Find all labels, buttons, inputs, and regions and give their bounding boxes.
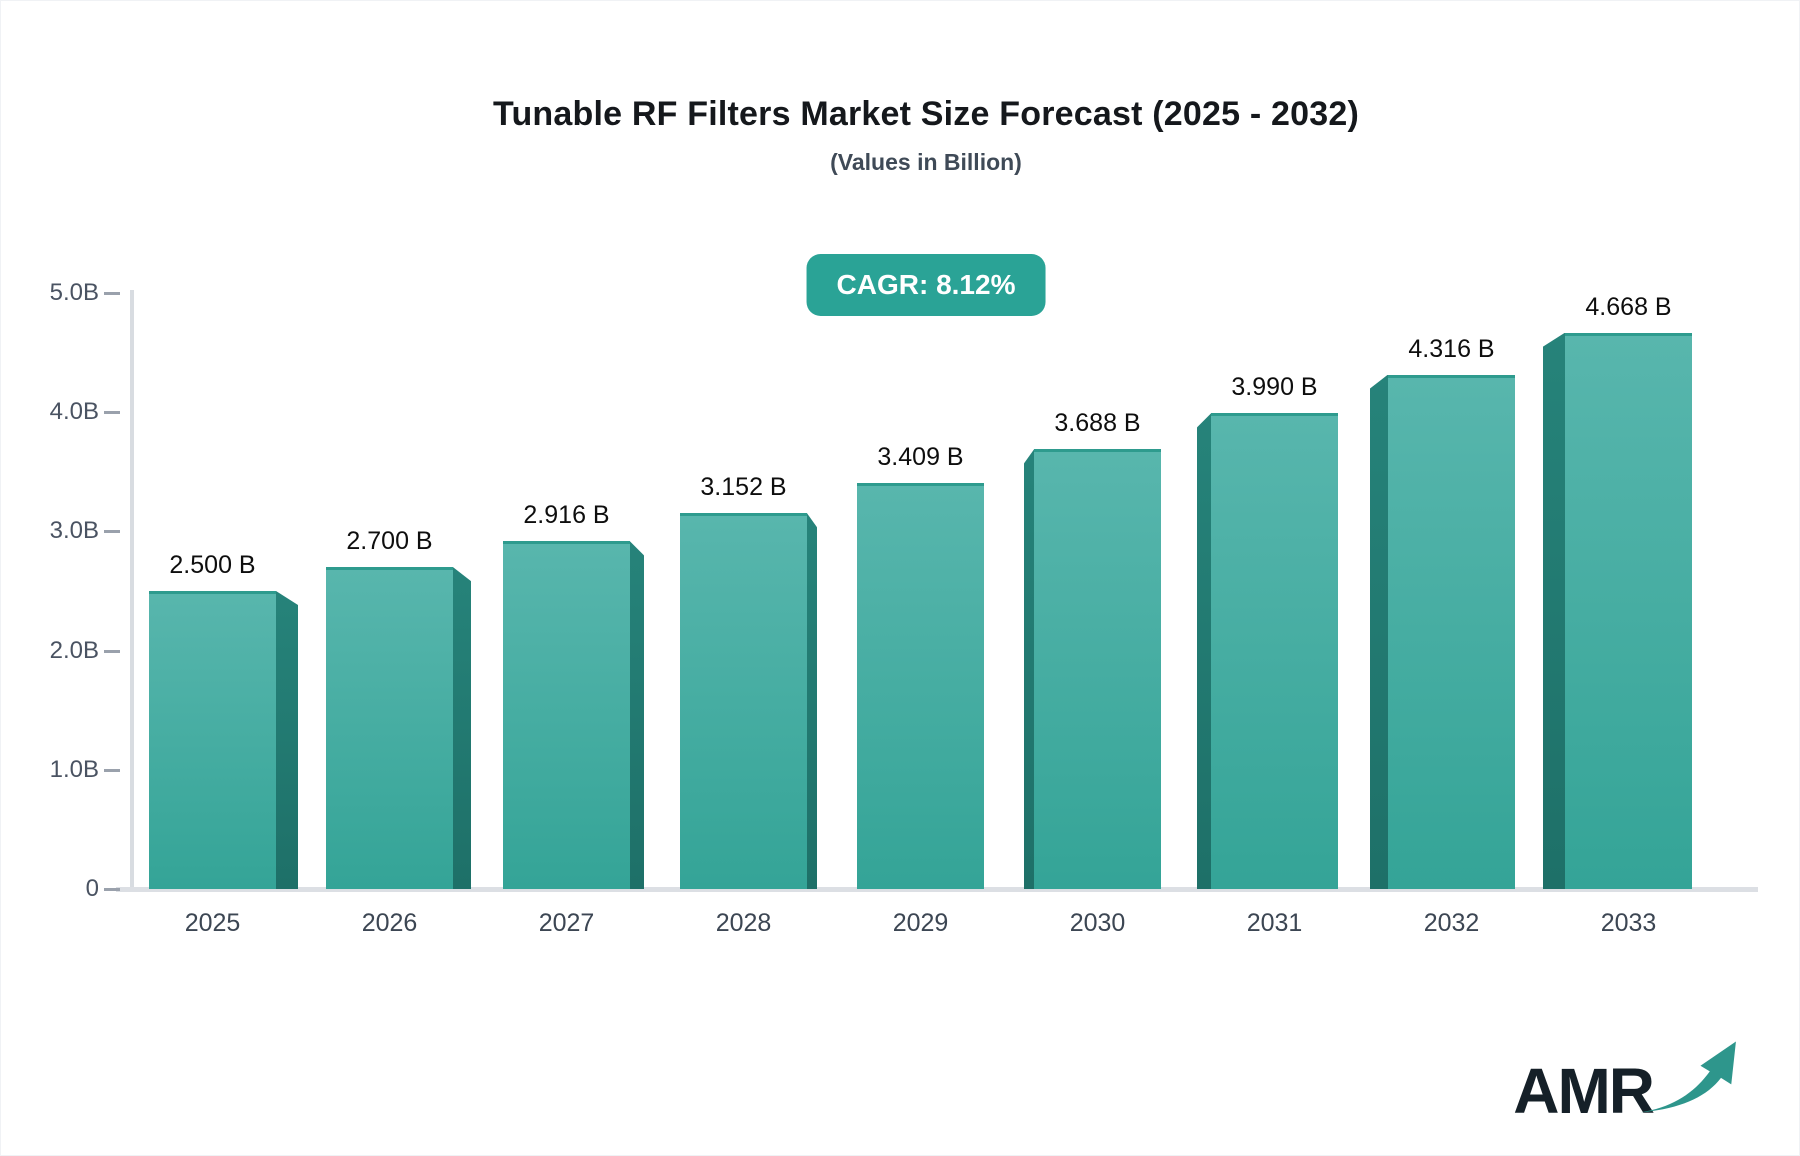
- y-tick-mark: [104, 530, 120, 534]
- bar-side-2026: [453, 567, 471, 889]
- x-tick-label: 2030: [1069, 909, 1126, 937]
- bar-value-label: 2.700 B: [346, 527, 433, 556]
- bar-value-label: 3.990 B: [1231, 373, 1318, 402]
- bar-side-2030: [1024, 449, 1034, 889]
- y-tick-label: 0: [85, 875, 99, 902]
- x-tick-label: 2031: [1246, 909, 1303, 937]
- bar-side-2033: [1543, 332, 1565, 889]
- y-tick-mark: [104, 768, 120, 772]
- y-tick-label: 2.0B: [49, 636, 99, 664]
- bar-2030: [1034, 449, 1161, 889]
- bar-value-label: 4.316 B: [1408, 334, 1495, 363]
- bar-side-2028: [807, 513, 817, 889]
- bar-2033: [1565, 332, 1692, 889]
- bar-2031: [1211, 413, 1338, 889]
- bar-2025: [149, 591, 276, 889]
- x-tick-label: 2027: [538, 909, 595, 937]
- y-tick-mark: [104, 649, 120, 653]
- x-tick-label: 2033: [1600, 909, 1657, 937]
- bar-side-2032: [1370, 374, 1388, 889]
- x-tick-label: 2028: [715, 909, 772, 937]
- x-axis-line: [116, 887, 1758, 892]
- bar-2028: [680, 513, 807, 889]
- bar-value-label: 2.916 B: [523, 501, 610, 530]
- bar-side-2025: [276, 591, 298, 889]
- bar-side-2031: [1197, 413, 1211, 889]
- x-tick-label: 2032: [1423, 909, 1480, 937]
- y-tick-mark: [104, 292, 120, 295]
- y-tick-label: 1.0B: [49, 755, 99, 783]
- bar-2026: [326, 567, 453, 889]
- bar-2029: [857, 482, 984, 889]
- bar-side-2027: [630, 541, 644, 889]
- bar-2032: [1388, 374, 1515, 889]
- cagr-badge: CAGR: 8.12%: [806, 254, 1046, 316]
- y-tick-label: 3.0B: [49, 517, 99, 545]
- bar-value-label: 3.409 B: [877, 442, 964, 471]
- x-tick-label: 2029: [892, 909, 949, 937]
- chart-title: Tunable RF Filters Market Size Forecast …: [493, 95, 1359, 133]
- bar-value-label: 3.688 B: [1054, 409, 1141, 438]
- amr-logo: AMR: [1513, 1033, 1749, 1123]
- y-axis-line: [130, 290, 134, 889]
- y-tick-mark: [104, 888, 120, 891]
- y-tick-mark: [104, 411, 120, 415]
- amr-logo-text: AMR: [1513, 1055, 1655, 1127]
- growth-arrow-icon: [1640, 1041, 1736, 1113]
- bar-2027: [503, 541, 630, 889]
- bar-value-label: 4.668 B: [1585, 292, 1672, 321]
- chart-subtitle: (Values in Billion): [830, 149, 1022, 175]
- bar-value-label: 2.500 B: [169, 551, 256, 579]
- x-tick-label: 2025: [184, 909, 241, 937]
- y-tick-label: 5.0B: [49, 279, 99, 306]
- y-tick-label: 4.0B: [49, 398, 99, 426]
- bar-value-label: 3.152 B: [700, 473, 787, 502]
- x-tick-label: 2026: [361, 909, 418, 937]
